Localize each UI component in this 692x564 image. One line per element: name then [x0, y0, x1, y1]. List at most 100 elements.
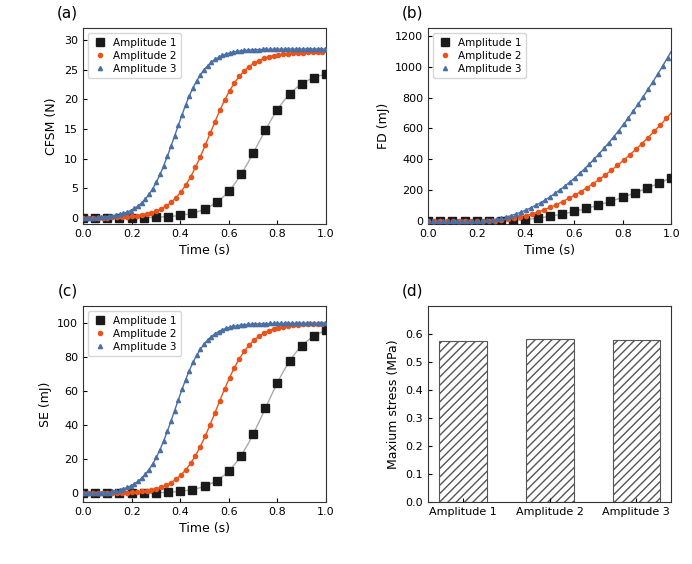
Amplitude 1	[237, 452, 245, 459]
Amplitude 1	[103, 215, 111, 222]
Amplitude 2	[144, 210, 152, 217]
Amplitude 1	[460, 218, 468, 224]
Amplitude 2	[79, 215, 87, 222]
Amplitude 1	[127, 215, 136, 222]
Amplitude 3	[124, 483, 132, 490]
Amplitude 2	[489, 218, 497, 224]
Amplitude 3	[79, 215, 87, 222]
Amplitude 3	[89, 215, 97, 222]
Amplitude 1	[127, 490, 136, 497]
Amplitude 3	[93, 214, 102, 221]
Amplitude 1	[116, 490, 124, 497]
Amplitude 1	[176, 488, 184, 495]
Line: Amplitude 3: Amplitude 3	[81, 47, 328, 220]
Amplitude 1	[655, 180, 663, 187]
Amplitude 1	[91, 490, 100, 497]
Amplitude 1	[643, 185, 651, 192]
Line: Amplitude 1: Amplitude 1	[79, 326, 330, 497]
Amplitude 1	[322, 70, 330, 77]
Amplitude 1	[225, 468, 233, 474]
Amplitude 1	[237, 171, 245, 178]
Line: Amplitude 1: Amplitude 1	[79, 70, 330, 222]
Amplitude 1	[497, 218, 505, 224]
Amplitude 1	[176, 212, 184, 219]
Amplitude 1	[249, 149, 257, 156]
Amplitude 2	[322, 49, 330, 55]
Amplitude 1	[249, 431, 257, 438]
Amplitude 1	[473, 218, 481, 224]
Amplitude 3	[310, 320, 318, 327]
Text: (b): (b)	[402, 6, 424, 20]
Amplitude 1	[521, 216, 529, 223]
Amplitude 1	[545, 213, 554, 220]
Amplitude 2	[79, 490, 87, 497]
Amplitude 1	[448, 218, 457, 224]
Amplitude 1	[534, 215, 542, 222]
Amplitude 1	[261, 127, 269, 134]
Amplitude 1	[298, 342, 306, 349]
Y-axis label: SE (mJ): SE (mJ)	[39, 381, 52, 427]
Bar	[612, 340, 660, 502]
Y-axis label: FD (mJ): FD (mJ)	[376, 103, 390, 149]
Amplitude 1	[286, 358, 294, 364]
Amplitude 3	[434, 218, 442, 224]
Amplitude 1	[310, 333, 318, 340]
Amplitude 1	[310, 74, 318, 81]
Amplitude 2	[301, 321, 309, 328]
Amplitude 2	[439, 218, 447, 224]
Amplitude 3	[655, 69, 663, 76]
X-axis label: Time (s): Time (s)	[179, 522, 230, 535]
Amplitude 1	[570, 208, 579, 215]
Amplitude 1	[558, 211, 566, 218]
Line: Amplitude 2: Amplitude 2	[426, 111, 673, 223]
Amplitude 2	[434, 218, 442, 224]
Amplitude 3	[310, 46, 318, 52]
Amplitude 1	[188, 210, 197, 217]
Amplitude 2	[655, 123, 663, 130]
Amplitude 2	[93, 215, 102, 222]
Amplitude 1	[436, 218, 444, 224]
Amplitude 1	[212, 199, 221, 206]
Line: Amplitude 3: Amplitude 3	[426, 49, 673, 223]
Amplitude 3	[469, 218, 477, 224]
Amplitude 1	[91, 215, 100, 222]
Amplitude 2	[667, 109, 675, 116]
Amplitude 1	[619, 194, 627, 201]
Line: Amplitude 1: Amplitude 1	[424, 174, 675, 225]
Amplitude 2	[124, 490, 132, 496]
Amplitude 1	[630, 190, 639, 196]
Amplitude 1	[212, 477, 221, 484]
Text: (d): (d)	[402, 283, 424, 298]
Amplitude 3	[144, 192, 152, 199]
Amplitude 3	[322, 320, 330, 327]
Amplitude 3	[424, 218, 432, 224]
Amplitude 1	[225, 188, 233, 195]
Amplitude 2	[89, 490, 97, 497]
Amplitude 1	[273, 106, 282, 113]
Amplitude 2	[144, 487, 152, 494]
Text: (c): (c)	[58, 283, 78, 298]
Legend: Amplitude 1, Amplitude 2, Amplitude 3: Amplitude 1, Amplitude 2, Amplitude 3	[89, 311, 181, 356]
Amplitude 1	[286, 91, 294, 98]
Amplitude 3	[93, 490, 102, 497]
Bar	[526, 339, 574, 502]
Legend: Amplitude 1, Amplitude 2, Amplitude 3: Amplitude 1, Amplitude 2, Amplitude 3	[433, 33, 526, 78]
Amplitude 3	[144, 468, 152, 474]
Amplitude 2	[310, 320, 318, 327]
Amplitude 1	[509, 217, 518, 224]
Amplitude 1	[103, 490, 111, 497]
Amplitude 1	[152, 490, 160, 496]
Amplitude 3	[489, 217, 497, 223]
Amplitude 1	[201, 206, 209, 213]
Amplitude 1	[79, 215, 87, 222]
Amplitude 1	[164, 489, 172, 496]
Amplitude 3	[667, 48, 675, 55]
Amplitude 3	[322, 46, 330, 52]
Amplitude 1	[606, 198, 614, 205]
Amplitude 1	[485, 218, 493, 224]
Amplitude 1	[424, 218, 432, 224]
Amplitude 1	[273, 379, 282, 386]
Y-axis label: Maxium stress (MPa): Maxium stress (MPa)	[387, 340, 400, 469]
Amplitude 1	[140, 214, 148, 221]
Amplitude 3	[646, 82, 655, 89]
